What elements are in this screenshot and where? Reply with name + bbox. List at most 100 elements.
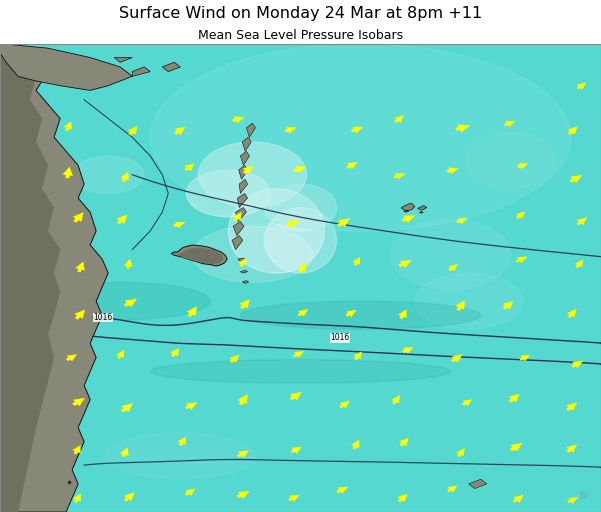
FancyArrow shape [394,174,404,179]
FancyArrow shape [517,163,528,169]
FancyArrow shape [233,212,241,221]
Polygon shape [90,67,120,76]
FancyArrow shape [567,445,576,453]
FancyArrow shape [73,212,84,222]
Polygon shape [171,245,227,266]
FancyArrow shape [178,437,186,445]
FancyArrow shape [568,126,578,135]
FancyArrow shape [575,260,583,268]
FancyArrow shape [577,83,586,89]
FancyArrow shape [293,351,304,357]
FancyArrow shape [117,350,124,358]
FancyArrow shape [400,438,408,446]
FancyArrow shape [462,400,472,406]
Polygon shape [240,151,249,165]
FancyArrow shape [509,394,519,402]
FancyArrow shape [64,122,72,131]
FancyArrow shape [117,215,127,224]
Polygon shape [404,210,409,212]
FancyArrow shape [392,396,400,404]
Polygon shape [239,179,248,194]
Ellipse shape [105,432,255,479]
FancyArrow shape [451,354,462,362]
FancyArrow shape [503,301,513,309]
FancyArrow shape [185,402,197,410]
FancyArrow shape [353,258,360,265]
Polygon shape [48,72,78,81]
FancyArrow shape [230,355,239,362]
FancyArrow shape [290,392,301,400]
FancyArrow shape [298,309,308,316]
FancyArrow shape [510,443,522,451]
FancyArrow shape [124,259,132,268]
FancyArrow shape [352,440,359,449]
FancyArrow shape [121,403,132,412]
FancyArrow shape [346,310,356,317]
FancyArrow shape [351,127,363,133]
FancyArrow shape [340,401,350,408]
FancyArrow shape [171,348,179,357]
FancyArrow shape [402,216,415,223]
FancyArrow shape [567,402,576,411]
FancyArrow shape [174,127,185,135]
FancyArrow shape [398,310,406,319]
Ellipse shape [72,156,144,194]
FancyArrow shape [128,126,137,135]
Polygon shape [232,236,243,250]
FancyArrow shape [237,451,249,458]
Ellipse shape [264,207,337,273]
FancyArrow shape [121,173,129,182]
FancyArrow shape [403,347,413,353]
Polygon shape [0,44,132,90]
FancyArrow shape [66,355,76,361]
FancyArrow shape [337,219,350,227]
FancyArrow shape [572,361,583,368]
FancyArrow shape [337,487,348,494]
Polygon shape [469,479,487,488]
Ellipse shape [150,44,571,231]
FancyArrow shape [124,493,134,501]
FancyArrow shape [73,398,85,406]
FancyArrow shape [447,168,458,174]
Polygon shape [237,194,248,207]
FancyArrow shape [293,166,306,173]
FancyArrow shape [187,307,197,317]
FancyArrow shape [238,395,247,405]
FancyArrow shape [567,498,578,503]
Polygon shape [0,44,108,512]
FancyArrow shape [291,447,301,453]
FancyArrow shape [120,447,128,457]
FancyArrow shape [456,125,469,132]
FancyArrow shape [456,301,465,311]
Ellipse shape [30,283,210,320]
FancyArrow shape [237,492,249,499]
FancyArrow shape [239,259,246,267]
FancyArrow shape [240,300,249,309]
Text: Mean Sea Level Pressure Isobars: Mean Sea Level Pressure Isobars [198,29,403,42]
Polygon shape [401,204,415,211]
FancyArrow shape [76,262,85,272]
Ellipse shape [228,189,325,273]
Polygon shape [162,62,180,72]
Text: 1016: 1016 [330,333,349,342]
FancyArrow shape [73,494,81,503]
Polygon shape [178,248,224,264]
FancyArrow shape [288,495,299,501]
FancyArrow shape [398,494,407,502]
FancyArrow shape [124,299,136,307]
Ellipse shape [466,133,556,189]
FancyArrow shape [449,264,457,271]
FancyArrow shape [233,117,244,123]
FancyArrow shape [174,222,185,228]
Ellipse shape [186,170,270,217]
Ellipse shape [240,301,481,329]
Polygon shape [242,137,251,151]
FancyArrow shape [567,309,576,318]
Text: Surface Wind on Monday 24 Mar at 8pm +11: Surface Wind on Monday 24 Mar at 8pm +11 [119,6,482,20]
Polygon shape [114,57,132,62]
Ellipse shape [415,273,523,329]
Ellipse shape [264,184,337,231]
Polygon shape [233,222,244,236]
FancyArrow shape [570,176,582,183]
FancyArrow shape [354,352,362,360]
